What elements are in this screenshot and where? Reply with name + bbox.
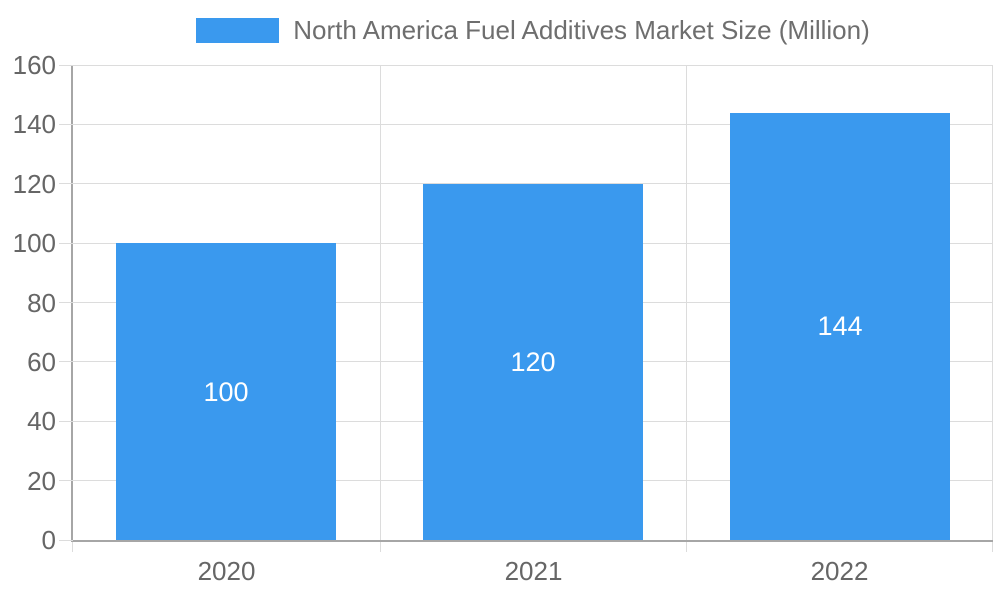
x-axis-tick	[686, 542, 687, 552]
x-tick-label: 2020	[197, 556, 256, 586]
y-tick-label: 100	[12, 228, 56, 259]
y-axis-tick	[59, 64, 73, 66]
y-tick-label: 120	[12, 168, 56, 199]
gridline	[992, 65, 993, 540]
bar[interactable]	[423, 183, 643, 540]
y-tick-label: 20	[27, 465, 56, 496]
gridline	[380, 65, 381, 540]
y-axis-tick	[59, 302, 73, 303]
y-axis-tick	[59, 539, 73, 541]
x-axis-tick	[992, 542, 993, 552]
bar[interactable]	[730, 112, 950, 540]
y-tick-label: 60	[27, 346, 56, 377]
y-axis-tick	[59, 480, 73, 482]
gridline	[73, 123, 993, 125]
y-axis-tick	[59, 242, 73, 244]
bar-value-label: 100	[203, 377, 249, 407]
gridline	[73, 64, 993, 66]
y-axis-tick	[59, 361, 73, 363]
legend: North America Fuel Additives Market Size…	[73, 14, 993, 46]
bar[interactable]	[116, 243, 336, 540]
y-tick-label: 80	[27, 287, 56, 318]
x-tick-label: 2021	[504, 556, 563, 586]
x-axis-tick	[72, 542, 73, 552]
gridline	[686, 65, 687, 540]
legend-item[interactable]: North America Fuel Additives Market Size…	[196, 15, 870, 45]
y-axis-tick	[59, 420, 73, 422]
y-axis-tick	[59, 123, 73, 125]
y-tick-label: 0	[41, 525, 56, 555]
bar-value-label: 144	[817, 311, 863, 341]
legend-swatch-icon	[196, 17, 280, 43]
y-axis-tick	[59, 183, 73, 185]
x-axis-tick	[380, 542, 381, 552]
x-tick-label: 2022	[810, 556, 869, 586]
y-tick-label: 160	[12, 50, 56, 80]
bar-value-label: 120	[510, 347, 556, 377]
plot-area: 100 120 144	[59, 64, 993, 552]
y-tick-label: 40	[27, 406, 56, 437]
y-tick-label: 140	[12, 109, 56, 140]
legend-label: North America Fuel Additives Market Size…	[293, 15, 870, 45]
